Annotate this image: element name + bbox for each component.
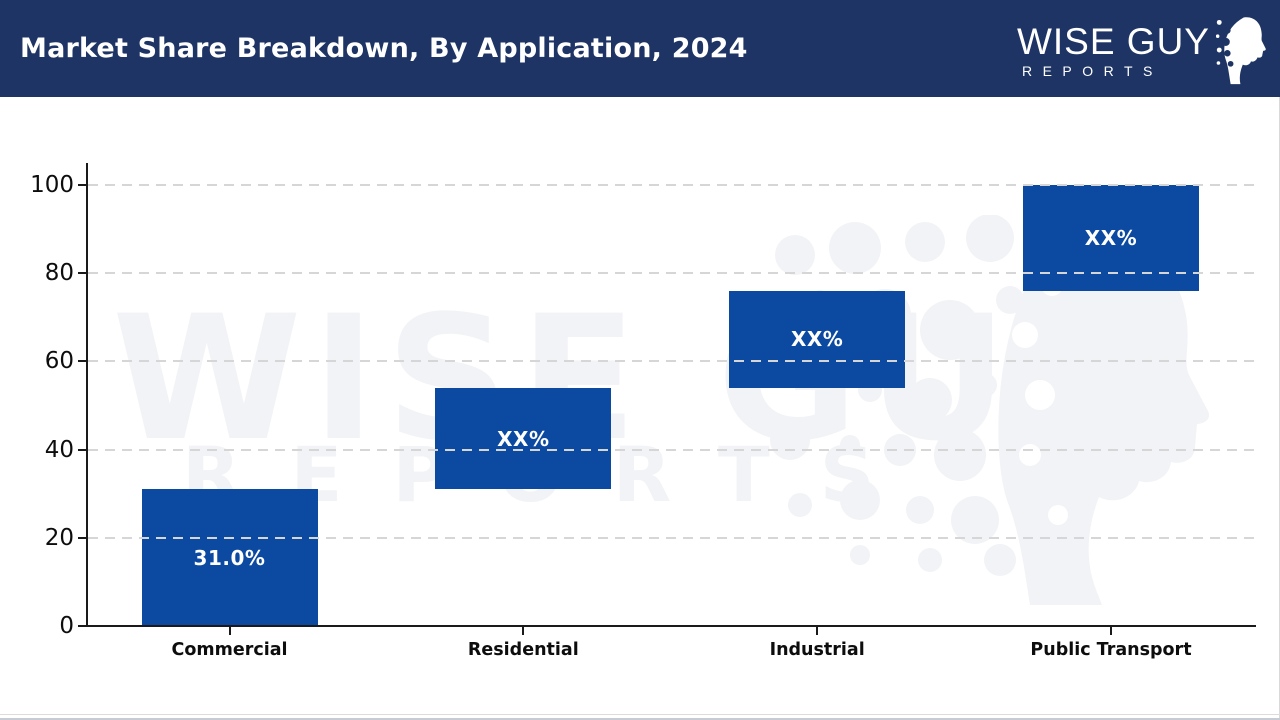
bar-value-label: XX% [1084, 225, 1138, 250]
x-axis-line [86, 625, 1256, 627]
y-tick-label: 0 [59, 613, 74, 639]
footer-strip [0, 718, 1280, 720]
y-axis-line [86, 162, 88, 627]
logo-name: WISE GUY [1016, 20, 1210, 62]
x-category-label: Public Transport [1030, 640, 1192, 660]
bar-value-label: XX% [497, 426, 550, 451]
bar-residential: XX% [435, 387, 612, 490]
gridline [88, 272, 1256, 275]
x-axis-tick [522, 627, 525, 635]
x-category-label: Commercial [171, 640, 288, 660]
logo-subname: REPORTS [1021, 62, 1163, 79]
y-axis-tick [78, 184, 86, 186]
bar-industrial: XX% [729, 290, 906, 388]
gridline [88, 448, 1256, 451]
page-title: Market Share Breakdown, By Application, … [20, 33, 748, 64]
y-axis-tick [78, 448, 86, 451]
bar-value-label: XX% [790, 327, 844, 352]
bar-commercial: 31.0% [141, 489, 318, 626]
logo-head-icon [1216, 17, 1266, 85]
gridline [88, 536, 1256, 539]
header-bar: Market Share Breakdown, By Application, … [0, 0, 1280, 97]
watermark-head-icon [757, 215, 1209, 605]
gridline [88, 184, 1256, 186]
y-tick-label: 20 [44, 524, 74, 551]
y-axis-tick [78, 360, 86, 363]
x-axis-tick [228, 627, 231, 635]
y-tick-label: 80 [44, 260, 74, 287]
bar-public-transport: XX% [1022, 185, 1199, 291]
x-axis-tick [1109, 627, 1112, 635]
logo-text: WISE GUY REPORTS [1016, 20, 1210, 79]
bar-value-label: 31.0% [193, 545, 266, 570]
gridline [88, 360, 1256, 363]
y-tick-label: 60 [44, 348, 74, 375]
y-tick-label: 40 [44, 436, 74, 463]
y-axis-tick [78, 536, 86, 539]
y-axis-tick [78, 625, 86, 627]
x-category-label: Industrial [769, 640, 865, 660]
x-axis-tick [816, 627, 819, 635]
bottom-edge-line [0, 714, 1280, 715]
x-category-label: Residential [467, 640, 579, 660]
wise-guy-logo: WISE GUY REPORTS [1017, 8, 1268, 92]
y-tick-label: 100 [30, 172, 74, 198]
y-axis-tick [78, 272, 86, 275]
